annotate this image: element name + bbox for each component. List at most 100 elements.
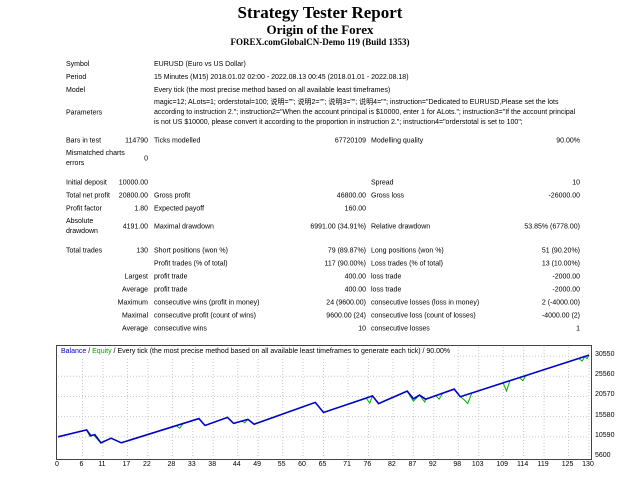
stat-value: 79 (89.87%) bbox=[327, 247, 366, 254]
stat-label: Initial deposit bbox=[66, 179, 107, 186]
y-tick-label: 5600 bbox=[595, 452, 611, 459]
stat-row: Profit trades (% of total) 117 (90.00%) Lo… bbox=[66, 257, 580, 270]
stat-value: Maximum bbox=[117, 299, 148, 306]
stat-value: Average bbox=[122, 286, 148, 293]
x-tick-label: 130 bbox=[582, 461, 594, 468]
stat-label: consecutive wins bbox=[154, 325, 207, 332]
stat-label: Gross profit bbox=[154, 192, 191, 199]
x-tick-label: 28 bbox=[167, 461, 176, 468]
y-tick-label: 10590 bbox=[595, 431, 615, 439]
balance-line bbox=[57, 354, 590, 444]
chart-canvas bbox=[57, 347, 590, 457]
x-tick-label: 103 bbox=[471, 461, 484, 468]
stat-row: Average profit trade 400.00 loss trade -2000… bbox=[66, 283, 580, 296]
stat-label: Total net profit bbox=[66, 192, 110, 199]
stat-value: 20800.00 bbox=[118, 192, 148, 199]
legend-/: / bbox=[86, 348, 93, 355]
x-tick-label: 119 bbox=[537, 461, 549, 468]
stat-value: 2 (-4000.00) bbox=[541, 299, 580, 306]
info-row-model: Model Every tick (the most precise method… bbox=[66, 84, 580, 97]
x-tick-label: 114 bbox=[517, 461, 529, 468]
stat-label: loss trade bbox=[371, 286, 402, 293]
stat-value: Maximal bbox=[121, 312, 148, 319]
stat-row: Mismatched charts errors 0 bbox=[66, 147, 580, 171]
stat-value: 53.85% (6778.00) bbox=[524, 223, 580, 231]
y-tick-label: 25560 bbox=[595, 371, 615, 379]
stat-label: Expected payoff bbox=[154, 205, 205, 212]
stat-label: Gross loss bbox=[371, 192, 405, 199]
x-tick-label: 55 bbox=[277, 461, 286, 468]
stat-row: Absolute drawdown 4191.00 Maximal drawdown… bbox=[66, 215, 580, 239]
stat-label: consecutive loss (count of losses) bbox=[371, 312, 476, 319]
stat-label: Loss trades (% of total) bbox=[371, 260, 443, 267]
stat-section: Initial deposit 10000.00 Spread 10 Total net… bbox=[66, 176, 580, 239]
legend-/: / Every tick (the most precise method ba… bbox=[111, 348, 451, 355]
info-row-symbol: Symbol EURUSD (Euro vs US Dollar) bbox=[66, 58, 580, 71]
stat-value: 0 bbox=[144, 155, 148, 163]
info-label: Model bbox=[66, 87, 86, 94]
x-tick-label: 49 bbox=[253, 461, 262, 468]
stat-label: Short positions (won %) bbox=[154, 247, 228, 254]
stat-row: Maximal consecutive profit (count of wins… bbox=[66, 309, 580, 322]
stat-label: Long positions (won %) bbox=[371, 247, 444, 254]
x-tick-label: 125 bbox=[561, 461, 574, 468]
info-value: Every tick (the most precise method base… bbox=[154, 87, 391, 94]
x-tick-label: 44 bbox=[232, 461, 241, 468]
info-label: Period bbox=[66, 74, 87, 81]
stat-value: 90.00% bbox=[556, 137, 580, 144]
stat-value: 160.00 bbox=[344, 205, 366, 212]
x-tick-label: 33 bbox=[187, 461, 196, 468]
stat-label: Bars in test bbox=[66, 137, 102, 144]
stat-row: Largest profit trade 400.00 loss trade -2000… bbox=[66, 270, 580, 283]
server-build: FOREX.comGlobalCN-Demo 119 (Build 1353) bbox=[230, 37, 410, 47]
x-tick-label: 38 bbox=[208, 461, 217, 468]
page-title: Strategy Tester Report bbox=[237, 3, 403, 22]
stat-value: 9600.00 (24) bbox=[326, 312, 366, 319]
x-tick-label: 71 bbox=[343, 461, 351, 468]
stat-label: Modelling quality bbox=[371, 137, 424, 144]
stat-value: -4000.00 (2) bbox=[541, 312, 580, 319]
stat-value: Largest bbox=[124, 273, 148, 280]
x-tick-label: 60 bbox=[298, 461, 306, 468]
info-row-parameters: Parameters magic=12; ALots=1; orderstotal… bbox=[66, 97, 580, 129]
stat-value: 117 (90.00%) bbox=[324, 260, 366, 267]
stat-row: Bars in test 114790 Ticks modelled 67720109… bbox=[66, 134, 580, 147]
x-tick-label: 22 bbox=[142, 461, 151, 468]
stat-label: Absolute drawdown bbox=[66, 218, 98, 235]
legend-balance: Balance bbox=[61, 348, 87, 355]
stat-value: -26000.00 bbox=[548, 192, 580, 199]
stat-value: 51 (90.20%) bbox=[541, 247, 580, 254]
stat-row: Total net profit 20800.00 Gross profit 4680… bbox=[66, 189, 580, 202]
x-tick-label: 6 bbox=[79, 461, 84, 468]
stat-value: 130 bbox=[136, 247, 148, 254]
stat-row: Initial deposit 10000.00 Spread 10 bbox=[66, 176, 580, 189]
stat-label: Maximal drawdown bbox=[154, 223, 214, 231]
stat-label: Profit trades (% of total) bbox=[154, 260, 228, 267]
stat-label: Relative drawdown bbox=[371, 223, 431, 231]
stat-label: consecutive losses bbox=[371, 325, 430, 332]
stat-section: Bars in test 114790 Ticks modelled 67720109… bbox=[66, 134, 580, 171]
info-label: Symbol bbox=[66, 61, 90, 68]
stat-value: 400.00 bbox=[344, 286, 366, 293]
x-tick-label: 87 bbox=[408, 461, 417, 468]
stat-label: Ticks modelled bbox=[154, 137, 201, 144]
stat-row: Profit factor 1.80 Expected payoff 160.00 bbox=[66, 202, 580, 215]
x-tick-label: 65 bbox=[318, 461, 327, 468]
x-tick-label: 98 bbox=[453, 461, 462, 468]
stat-value: 13 (10.00%) bbox=[541, 260, 580, 267]
x-tick-label: 17 bbox=[122, 461, 131, 468]
stat-value: 46800.00 bbox=[336, 192, 366, 199]
stat-row: Maximum consecutive wins (profit in money… bbox=[66, 296, 580, 309]
info-value: EURUSD (Euro vs US Dollar) bbox=[154, 61, 246, 68]
stat-value: 1.80 bbox=[134, 205, 148, 212]
y-tick-label: 15580 bbox=[595, 411, 615, 419]
stat-value: 1 bbox=[576, 325, 580, 332]
stat-label: Mismatched charts errors bbox=[66, 150, 125, 167]
expert-name: Origin of the Forex bbox=[266, 22, 374, 37]
stat-label: Spread bbox=[371, 179, 394, 186]
info-value: magic=12; ALots=1; orderstotal=100; 说明="… bbox=[154, 99, 576, 126]
stat-value: 10 bbox=[358, 325, 366, 332]
report-header: Strategy Tester Report Origin of the For… bbox=[0, 0, 640, 48]
stat-label: profit trade bbox=[154, 273, 188, 280]
stat-value: -2000.00 bbox=[552, 273, 580, 280]
